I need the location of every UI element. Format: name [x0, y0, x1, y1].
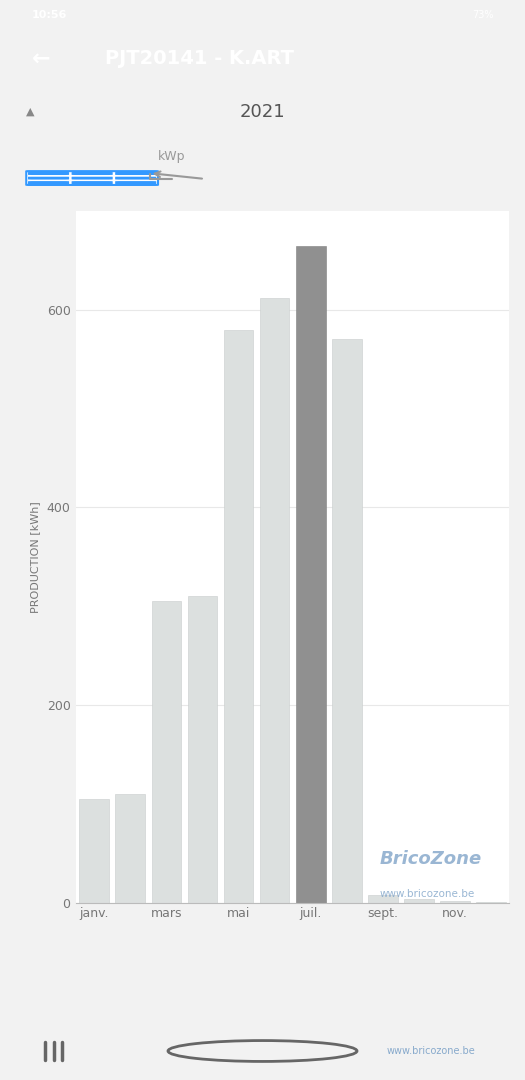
FancyBboxPatch shape	[114, 176, 157, 180]
Bar	[296, 245, 326, 903]
Bar	[260, 298, 289, 903]
FancyBboxPatch shape	[27, 176, 70, 180]
Text: 73%: 73%	[472, 10, 494, 21]
Text: ▲: ▲	[26, 107, 35, 117]
Bar	[332, 339, 362, 903]
Bar	[368, 894, 398, 903]
FancyBboxPatch shape	[71, 172, 113, 176]
Bar	[404, 899, 434, 903]
Bar	[152, 602, 181, 903]
Text: kWp: kWp	[158, 150, 185, 163]
FancyBboxPatch shape	[27, 180, 70, 185]
Text: www.bricozone.be: www.bricozone.be	[379, 889, 475, 899]
FancyBboxPatch shape	[114, 180, 157, 185]
Text: BricoZone: BricoZone	[379, 850, 481, 868]
Bar	[116, 794, 145, 903]
Text: PJT20141 - K.ART: PJT20141 - K.ART	[105, 50, 294, 68]
FancyBboxPatch shape	[71, 180, 113, 185]
Text: 10:56: 10:56	[32, 10, 67, 21]
Bar	[187, 596, 217, 903]
Y-axis label: PRODUCTION [kWh]: PRODUCTION [kWh]	[30, 501, 40, 612]
Text: 2021: 2021	[240, 103, 285, 121]
FancyBboxPatch shape	[27, 172, 70, 176]
Bar	[224, 329, 254, 903]
Bar	[79, 799, 109, 903]
FancyBboxPatch shape	[71, 176, 113, 180]
Bar	[440, 901, 470, 903]
Text: www.bricozone.be: www.bricozone.be	[386, 1047, 475, 1056]
Text: ←: ←	[32, 49, 50, 69]
FancyBboxPatch shape	[114, 172, 157, 176]
